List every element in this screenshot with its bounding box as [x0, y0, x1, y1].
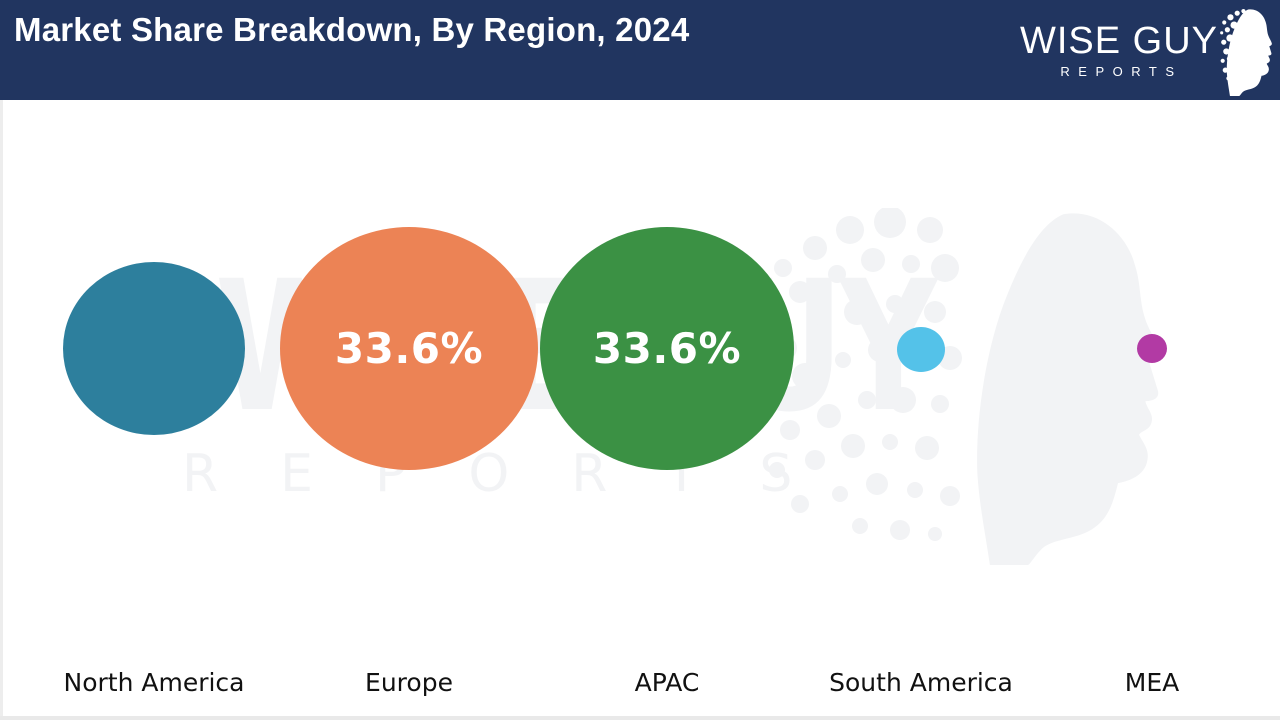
- wise-guy-head-icon: [1220, 9, 1272, 96]
- bubble-south-america: [897, 327, 945, 372]
- region-label-apac: APAC: [634, 668, 700, 697]
- logo-text-reports: REPORTS: [1060, 63, 1183, 79]
- bubble-mea: [1137, 334, 1167, 363]
- bubble-value-apac: 33.6%: [592, 324, 742, 373]
- page-title: Market Share Breakdown, By Region, 2024: [14, 11, 690, 48]
- bubble-europe: 33.6%: [280, 227, 538, 470]
- region-label-south-america: South America: [829, 668, 1013, 697]
- watermark-head-icon: [760, 208, 1160, 565]
- header-bar: Market Share Breakdown, By Region, 2024 …: [0, 0, 1280, 100]
- bubble-apac: 33.6%: [540, 227, 794, 470]
- bottom-edge-line: [0, 716, 1280, 720]
- bubble-north-america: [63, 262, 245, 435]
- logo-wordmark: WISE GUY REPORTS: [1019, 20, 1218, 79]
- region-label-north-america: North America: [63, 668, 245, 697]
- region-label-europe: Europe: [365, 668, 453, 697]
- left-edge-line: [0, 100, 3, 720]
- bubble-value-europe: 33.6%: [334, 324, 484, 373]
- region-label-mea: MEA: [1124, 668, 1180, 697]
- bubble-chart: WISE GUY REPORTS 33.6% 33.6% North Ameri: [0, 100, 1280, 720]
- logo-text-wiseguy: WISE GUY: [1019, 20, 1218, 62]
- wise-guy-logo: WISE GUY REPORTS: [1020, 0, 1280, 96]
